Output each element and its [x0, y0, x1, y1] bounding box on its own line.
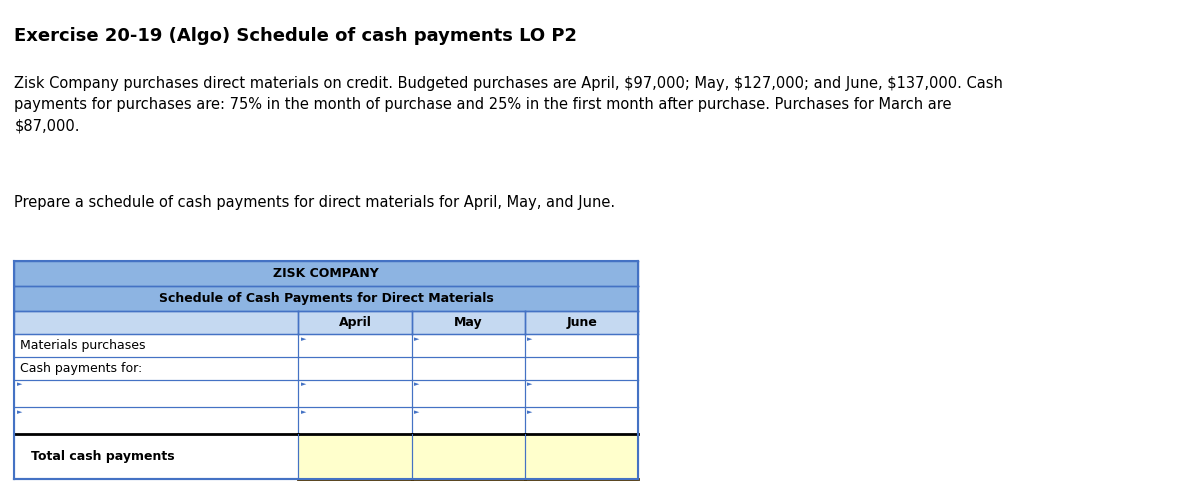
Text: ►: ►: [300, 382, 306, 387]
Text: April: April: [338, 316, 372, 329]
Text: May: May: [454, 316, 482, 329]
Text: Prepare a schedule of cash payments for direct materials for April, May, and Jun: Prepare a schedule of cash payments for …: [14, 195, 616, 210]
Text: Cash payments for:: Cash payments for:: [20, 362, 143, 375]
Text: ►: ►: [528, 408, 532, 415]
Text: Materials purchases: Materials purchases: [20, 339, 145, 352]
Text: June: June: [566, 316, 597, 329]
Text: Total cash payments: Total cash payments: [31, 450, 175, 464]
Text: ►: ►: [17, 408, 23, 415]
Text: ►: ►: [414, 336, 419, 342]
Text: ►: ►: [17, 382, 23, 387]
Text: Zisk Company purchases direct materials on credit. Budgeted purchases are April,: Zisk Company purchases direct materials …: [14, 76, 1003, 134]
Text: ZISK COMPANY: ZISK COMPANY: [274, 267, 379, 280]
Text: ►: ►: [300, 408, 306, 415]
Text: ►: ►: [528, 336, 532, 342]
Text: Exercise 20-19 (Algo) Schedule of cash payments LO P2: Exercise 20-19 (Algo) Schedule of cash p…: [14, 27, 578, 45]
Text: Schedule of Cash Payments for Direct Materials: Schedule of Cash Payments for Direct Mat…: [158, 292, 494, 305]
Text: ►: ►: [414, 382, 419, 387]
Text: ►: ►: [414, 408, 419, 415]
Text: ►: ►: [528, 382, 532, 387]
Text: ►: ►: [300, 336, 306, 342]
